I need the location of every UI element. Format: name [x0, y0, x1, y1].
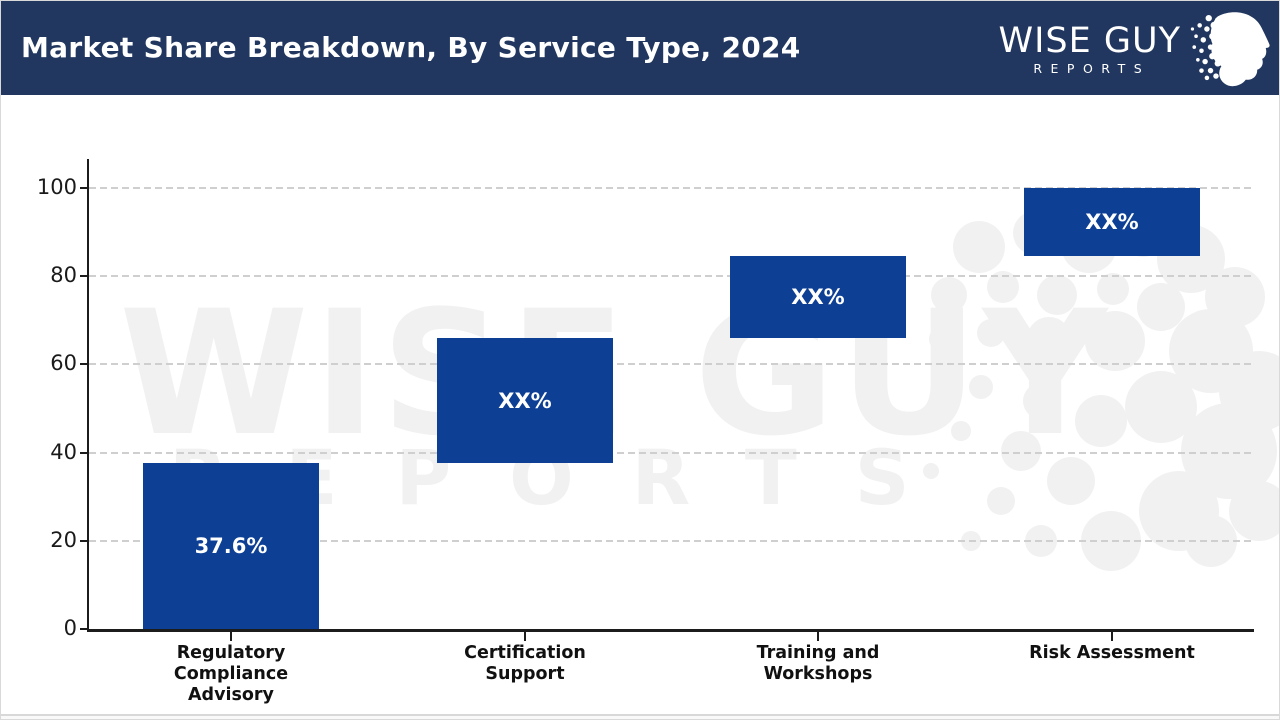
y-axis-tick-label: 0: [63, 616, 77, 640]
x-axis-category-label: Regulatory Compliance Advisory: [173, 643, 289, 705]
logo-text: WISE GUY REPORTS: [998, 23, 1181, 76]
gridline: [89, 539, 1252, 542]
gridline: [89, 275, 1252, 278]
page-title: Market Share Breakdown, By Service Type,…: [21, 31, 801, 64]
wiseguy-logo: WISE GUY REPORTS: [998, 1, 1273, 95]
y-axis-tick: [80, 451, 89, 454]
footer-divider: [1, 714, 1279, 719]
wiseguy-face-logo-icon: [1190, 12, 1270, 87]
waterfall-bar-0: [143, 463, 319, 629]
y-axis-tick-label: 100: [36, 175, 77, 199]
y-axis-tick: [80, 628, 89, 630]
bar-value-label: 37.6%: [194, 534, 268, 559]
bar-value-label: XX%: [498, 388, 552, 413]
bar-value-label: XX%: [791, 285, 845, 310]
logo-wordmark: WISE GUY: [998, 21, 1181, 61]
x-axis-category-label: Certification Support: [464, 643, 586, 684]
y-axis-tick-label: 60: [50, 351, 77, 376]
y-axis-tick: [80, 275, 89, 278]
y-axis-tick: [80, 363, 89, 366]
y-axis-tick-label: 20: [50, 527, 77, 552]
logo-subtext: REPORTS: [1033, 61, 1151, 76]
x-axis-tick: [1111, 632, 1113, 641]
x-axis-tick: [524, 632, 526, 641]
header-banner: Market Share Breakdown, By Service Type,…: [1, 1, 1279, 95]
y-axis-tick: [80, 187, 89, 189]
x-axis-tick: [817, 632, 819, 641]
bar-value-label: XX%: [1085, 210, 1139, 235]
y-axis-line: [87, 159, 89, 631]
x-axis-category-label: Training and Workshops: [756, 643, 880, 684]
y-axis-tick-label: 40: [50, 439, 77, 464]
x-axis-tick: [230, 632, 232, 641]
waterfall-bar-2: [730, 256, 906, 338]
gridline: [89, 187, 1252, 189]
x-axis-category-label: Risk Assessment: [1029, 643, 1195, 663]
x-axis-line: [87, 629, 1254, 632]
gridline: [89, 363, 1252, 366]
y-axis-tick-label: 80: [50, 263, 77, 288]
gridline: [89, 451, 1252, 454]
waterfall-bar-1: [437, 337, 613, 464]
y-axis-tick: [80, 539, 89, 542]
